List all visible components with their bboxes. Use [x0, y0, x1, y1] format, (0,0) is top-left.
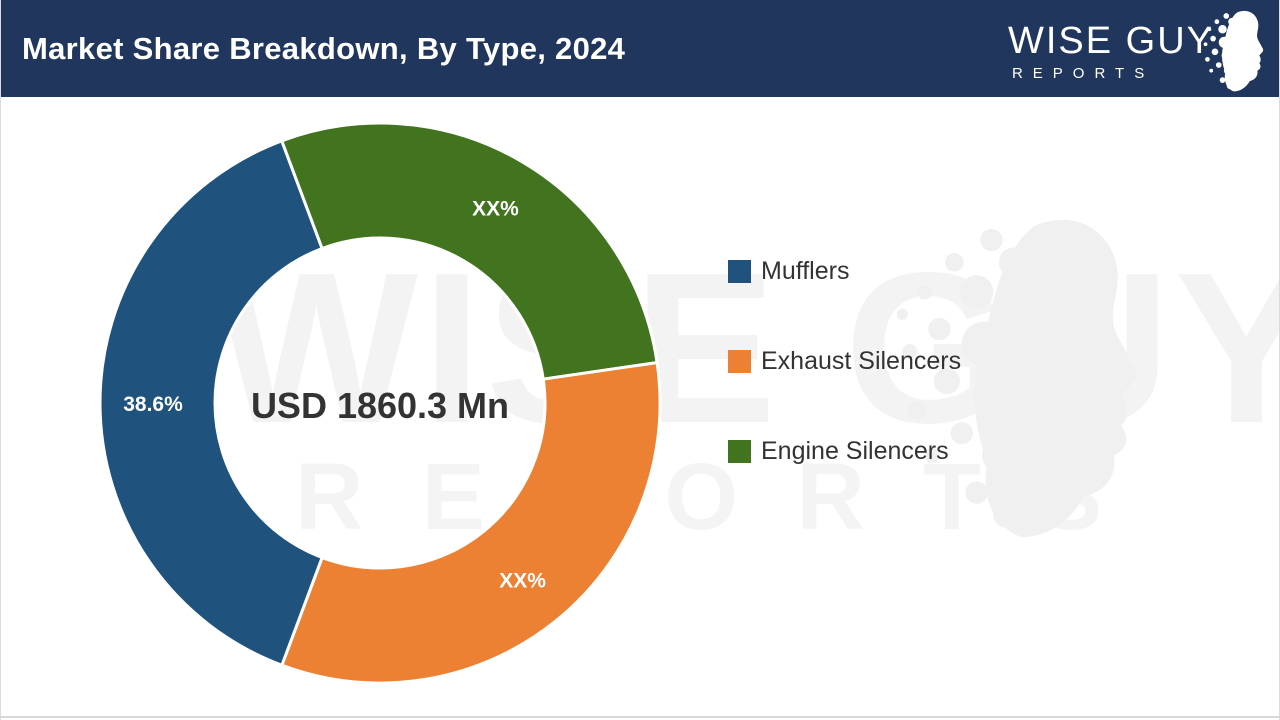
donut-segment-engine-silencers [279, 121, 659, 381]
legend-swatch-exhaust-silencers [728, 349, 751, 373]
legend-swatch-mufflers [728, 259, 751, 283]
bottom-divider [0, 716, 1280, 718]
legend-label-exhaust-silencers: Exhaust Silencers [761, 347, 962, 375]
donut-center-value: USD 1860.3 Mn [250, 385, 510, 426]
wiseguy-logo-face-icon [1202, 10, 1264, 92]
legend-swatch-engine-silencers [728, 439, 751, 463]
legend-item-exhaust-silencers: Exhaust Silencers [728, 346, 961, 376]
legend-item-engine-silencers: Engine Silencers [728, 436, 961, 466]
legend-label-engine-silencers: Engine Silencers [761, 437, 949, 465]
logo-brand-text: WISE GUY [1007, 20, 1214, 62]
wiseguy-logo: WISE GUY REPORTS [1008, 6, 1264, 92]
page-title: Market Share Breakdown, By Type, 2024 [22, 30, 626, 66]
wiseguy-logo-text: WISE GUY REPORTS [1008, 22, 1214, 82]
segment-label-mufflers: 38.6% [123, 393, 183, 416]
donut-segment-mufflers [98, 138, 325, 668]
segment-label-exhaust-silencers: XX% [499, 570, 546, 593]
segment-label-engine-silencers: XX% [472, 198, 519, 221]
legend-label-mufflers: Mufflers [761, 257, 850, 285]
header: Market Share Breakdown, By Type, 2024 WI… [0, 0, 1280, 97]
legend-item-mufflers: Mufflers [728, 256, 961, 286]
logo-reports-text: REPORTS [1011, 65, 1155, 82]
legend: Mufflers Exhaust Silencers Engine Silenc… [728, 256, 961, 526]
donut-segment-exhaust-silencers [280, 360, 662, 685]
donut-chart: 38.6% XX% XX% [98, 121, 662, 685]
